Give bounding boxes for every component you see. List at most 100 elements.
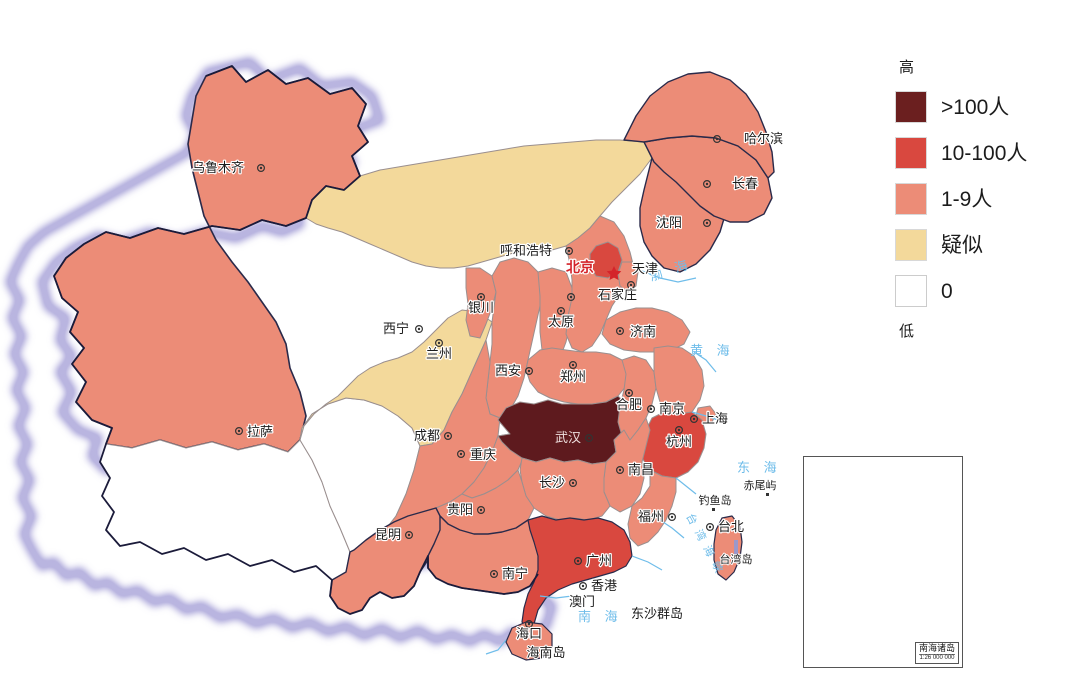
island-label-dongsha: 东沙群岛 xyxy=(631,606,683,621)
legend-swatch-10to100 xyxy=(895,137,927,169)
capital-star-icon xyxy=(606,266,622,281)
legend-swatch-gt100 xyxy=(895,91,927,123)
city-marker-tianjin xyxy=(626,281,635,290)
sea-label-south-china-sea: 南 海 xyxy=(578,609,623,624)
island-label-diaoyu: 钓鱼岛 xyxy=(699,493,732,507)
city-marker-nanning xyxy=(490,569,499,578)
city-marker-jinan xyxy=(615,327,624,336)
city-marker-hangzhou xyxy=(674,426,683,435)
legend-item-zero[interactable]: 0 xyxy=(895,268,1070,314)
city-label-shijiazhuang: 石家庄 xyxy=(598,287,637,302)
inset-map-frame: 南海诸岛 1:26 000 000 xyxy=(803,456,963,668)
island-label-taiwan: 台湾岛 xyxy=(720,552,753,566)
island-marker-taiwan xyxy=(734,540,738,554)
city-marker-nanjing xyxy=(646,405,655,414)
legend-swatch-1to9 xyxy=(895,183,927,215)
island-marker-chiwei xyxy=(766,493,769,496)
city-label-guangzhou: 广州 xyxy=(586,553,612,568)
island-label-hainan: 海南岛 xyxy=(526,645,565,660)
city-label-wuhan: 武汉 xyxy=(555,430,581,445)
city-marker-huhehaote xyxy=(564,247,573,256)
city-label-xianggang: 香港 xyxy=(591,578,617,593)
legend-swatch-zero xyxy=(895,275,927,307)
region-jiangsu xyxy=(653,345,705,419)
city-label-nanjing: 南京 xyxy=(659,401,685,416)
region-ningxia xyxy=(465,267,497,339)
city-label-yinchuan: 银川 xyxy=(468,300,494,315)
region-taiwan xyxy=(713,515,743,581)
inset-scale: 1:26 000 000 xyxy=(918,653,955,661)
inset-title-box: 南海诸岛 1:26 000 000 xyxy=(914,642,959,664)
city-label-fuzhou: 福州 xyxy=(638,509,664,524)
legend-item-gt100[interactable]: >100人 xyxy=(895,84,1070,130)
legend-label-zero: 0 xyxy=(941,279,953,303)
region-fujian xyxy=(627,469,677,547)
city-marker-xian xyxy=(524,367,533,376)
city-label-nanning: 南宁 xyxy=(502,566,528,581)
city-markers xyxy=(235,135,721,628)
city-label-lasa: 拉萨 xyxy=(247,424,273,439)
sea-label-east-china-sea: 东 海 xyxy=(737,460,782,475)
city-marker-lanzhou xyxy=(435,339,444,348)
city-marker-guiyang xyxy=(477,506,486,515)
city-label-changsha: 长沙 xyxy=(539,475,565,490)
city-label-chengdu: 成都 xyxy=(414,428,440,443)
city-label-xining: 西宁 xyxy=(383,321,409,336)
city-marker-shenyang xyxy=(702,219,711,228)
city-marker-yinchuan xyxy=(477,293,486,302)
city-label-tianjin: 天津 xyxy=(632,261,658,276)
city-label-hefei: 合肥 xyxy=(616,397,642,412)
city-label-nanchang: 南昌 xyxy=(628,462,654,477)
city-marker-taibei xyxy=(705,522,714,531)
city-marker-guangzhou xyxy=(573,556,582,565)
city-marker-fuzhou xyxy=(667,512,676,521)
city-label-wulumuqi: 乌鲁木齐 xyxy=(192,160,244,175)
city-marker-shanghai xyxy=(689,415,698,424)
legend-low-label: 低 xyxy=(899,323,915,340)
city-label-chongqing: 重庆 xyxy=(470,447,496,462)
legend-item-1to9[interactable]: 1-9人 xyxy=(895,176,1070,222)
legend-swatch-suspected xyxy=(895,229,927,261)
city-marker-taiyuan xyxy=(556,307,565,316)
region-hainan xyxy=(505,621,553,661)
city-label-changchun: 长春 xyxy=(732,176,758,191)
city-marker-xining xyxy=(415,325,424,334)
legend-high-label: 高 xyxy=(899,59,915,76)
city-marker-changchun xyxy=(702,180,711,189)
region-gansu xyxy=(299,309,493,447)
city-label-taibei: 台北 xyxy=(718,519,744,534)
city-marker-hefei xyxy=(624,389,633,398)
city-label-guiyang: 贵阳 xyxy=(447,502,473,517)
region-henan xyxy=(525,347,629,405)
inset-title: 南海诸岛 xyxy=(918,643,955,654)
legend-label-1to9: 1-9人 xyxy=(941,187,993,211)
legend-label-gt100: >100人 xyxy=(941,95,1010,119)
island-marker-diaoyu xyxy=(712,508,715,511)
city-marker-haerbin xyxy=(712,135,721,144)
region-shandong xyxy=(601,307,691,353)
legend-item-10to100[interactable]: 10-100人 xyxy=(895,130,1070,176)
legend-label-10to100: 10-100人 xyxy=(941,141,1028,165)
city-label-kunming: 昆明 xyxy=(375,527,401,542)
island-label-chiwei: 赤尾屿 xyxy=(744,479,777,492)
city-marker-xianggang xyxy=(578,581,587,590)
city-label-zhengzhou: 郑州 xyxy=(560,369,586,384)
rivers-and-coastline xyxy=(485,269,719,655)
city-marker-shijiazhuang xyxy=(566,293,575,302)
city-label-shanghai: 上海 xyxy=(702,411,728,426)
city-labels: 乌鲁木齐 哈尔滨 长春 沈阳 呼和浩特 北京 天津 石家庄 银川 太原 济南 西… xyxy=(191,130,784,642)
national-border-line xyxy=(53,65,539,615)
city-label-beijing: 北京 xyxy=(566,259,594,275)
city-label-aomen: 澳门 xyxy=(569,594,595,609)
region-heilongjiang xyxy=(623,71,775,179)
city-marker-haikou xyxy=(524,619,533,628)
city-label-haerbin: 哈尔滨 xyxy=(744,131,783,146)
sea-label-yellow-sea: 黄 海 xyxy=(690,343,735,358)
city-label-taiyuan: 太原 xyxy=(548,314,574,329)
legend-item-suspected[interactable]: 疑似 xyxy=(895,222,1070,268)
island-labels: 钓鱼岛 赤尾屿 台湾岛 东沙群岛 海南岛 xyxy=(525,478,777,661)
city-label-jinan: 济南 xyxy=(630,324,656,339)
city-marker-chengdu xyxy=(444,432,453,441)
city-marker-nanchang xyxy=(615,466,624,475)
city-label-hangzhou: 杭州 xyxy=(666,434,692,449)
